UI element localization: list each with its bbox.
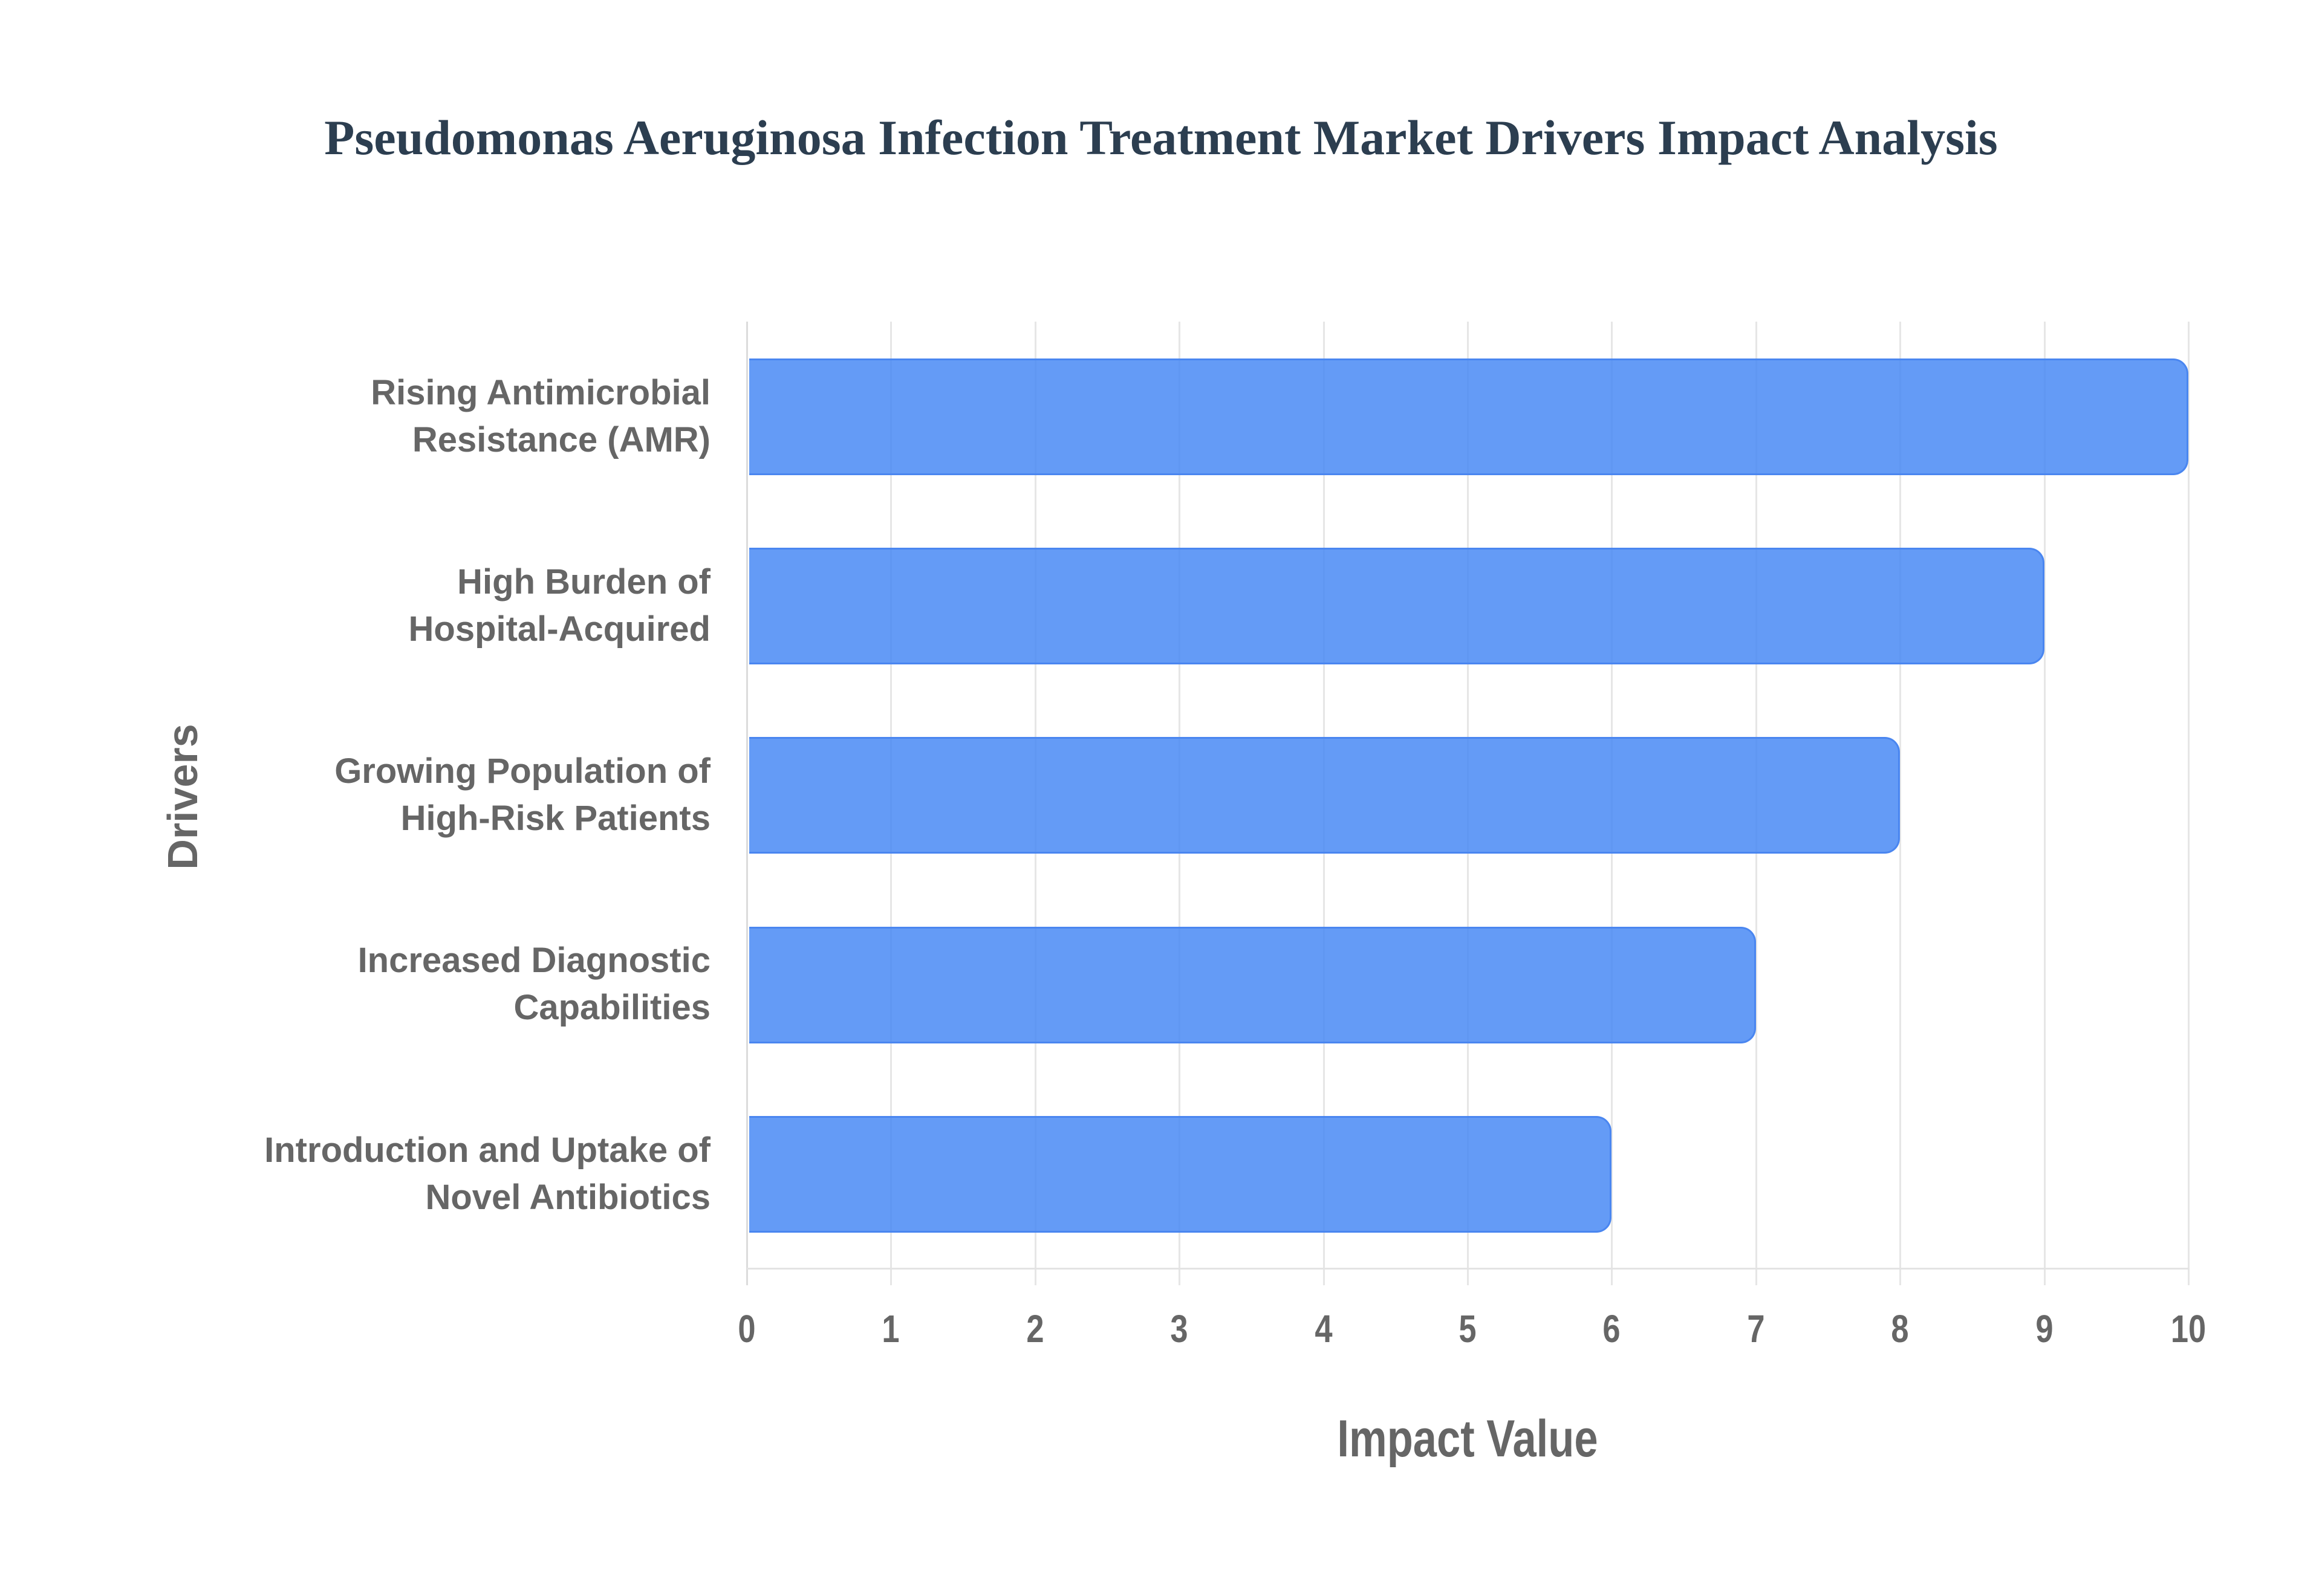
x-tick-label: 0 — [738, 1307, 756, 1351]
category-label-line: Resistance (AMR) — [412, 420, 711, 459]
bar-rising-antimicrobial-resistance[interactable] — [749, 358, 2188, 475]
category-label: High Burden of Hospital-Acquired — [106, 559, 711, 653]
category-label-line: Rising Antimicrobial — [371, 373, 711, 412]
category-label-line: High-Risk Patients — [400, 799, 711, 838]
chart-title: Pseudomonas Aeruginosa Infection Treatme… — [324, 110, 1998, 165]
category-label-line: High Burden of — [457, 562, 711, 602]
bar-increased-diagnostic-capabilities[interactable] — [749, 927, 1756, 1043]
x-tick-label: 9 — [2035, 1307, 2054, 1351]
category-label-line: Novel Antibiotics — [425, 1178, 711, 1217]
gridline-8 — [1899, 322, 1902, 1285]
x-tick-label: 10 — [2170, 1307, 2207, 1351]
bar-growing-population-high-risk[interactable] — [749, 737, 1901, 854]
category-label-line: Introduction and Uptake of — [264, 1130, 711, 1170]
x-tick-label: 6 — [1602, 1307, 1621, 1351]
category-label: Increased Diagnostic Capabilities — [106, 937, 711, 1031]
gridline-9 — [2043, 322, 2046, 1285]
category-label: Growing Population of High-Risk Patients — [106, 748, 711, 842]
x-tick-label: 2 — [1026, 1307, 1044, 1351]
bar-high-burden-hospital-acquired[interactable] — [749, 548, 2044, 664]
x-tick-label: 5 — [1459, 1307, 1477, 1351]
x-axis-title: Impact Value — [1337, 1410, 1598, 1468]
x-axis-line — [747, 1268, 2190, 1270]
x-tick-label: 8 — [1891, 1307, 1909, 1351]
x-tick-label: 4 — [1315, 1307, 1333, 1351]
category-label-line: Increased Diagnostic — [357, 941, 711, 980]
gridline-10 — [2188, 322, 2190, 1285]
bar-novel-antibiotics[interactable] — [749, 1116, 1612, 1233]
category-label: Rising Antimicrobial Resistance (AMR) — [106, 369, 711, 464]
category-label-line: Growing Population of — [334, 751, 711, 791]
plot-area — [746, 322, 2190, 1285]
x-tick-label: 1 — [882, 1307, 900, 1351]
category-label-line: Hospital-Acquired — [408, 609, 711, 649]
category-label-line: Capabilities — [513, 988, 711, 1027]
x-tick-label: 7 — [1747, 1307, 1765, 1351]
category-label: Introduction and Uptake of Novel Antibio… — [106, 1127, 711, 1221]
x-tick-label: 3 — [1170, 1307, 1188, 1351]
y-axis-line — [746, 322, 748, 1285]
